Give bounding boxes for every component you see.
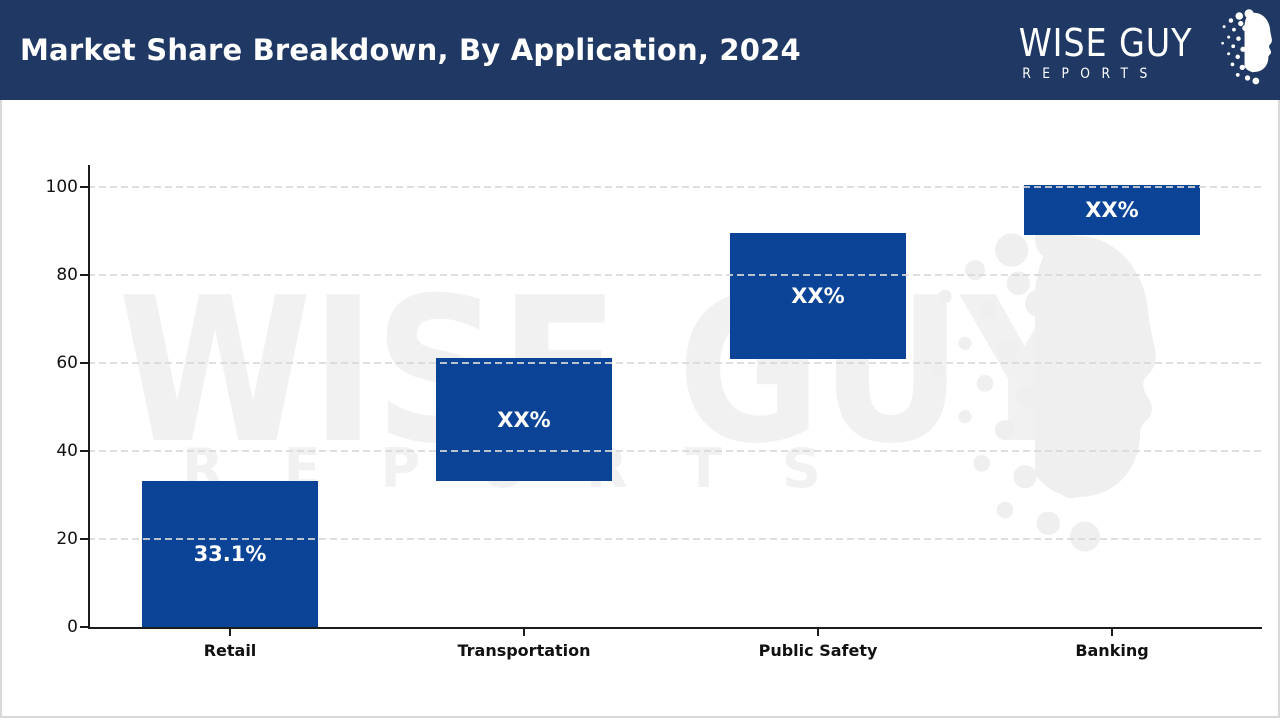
- x-tick-label-retail: Retail: [203, 641, 257, 660]
- x-tick-mark: [1111, 629, 1113, 636]
- bar-banking: [1024, 184, 1200, 235]
- y-tick-label: 0: [67, 617, 78, 637]
- gridline-20: [88, 538, 1262, 540]
- y-tick-label: 40: [56, 441, 78, 461]
- y-tick-mark: [80, 626, 88, 628]
- gridline-80: [88, 274, 1262, 276]
- frame-bottom: [0, 716, 1280, 718]
- y-tick-mark: [80, 362, 88, 364]
- y-tick-label: 60: [56, 353, 78, 373]
- y-tick-mark: [80, 538, 88, 540]
- bar-value-label: 33.1%: [193, 542, 267, 567]
- bar-public-safety: [730, 233, 906, 359]
- frame-right: [1278, 100, 1280, 717]
- wiseguy-logo: WISE GUY REPORTS: [1018, 0, 1280, 100]
- x-tick-mark: [523, 629, 525, 636]
- y-tick-mark: [80, 274, 88, 276]
- y-tick-mark: [80, 186, 88, 188]
- frame-left: [0, 100, 2, 717]
- x-tick-mark: [817, 629, 819, 636]
- y-tick-mark: [80, 450, 88, 452]
- waterfall-chart: 33.1% XX% XX% XX% 0 20 40 60 80 100 Retail Transpor…: [0, 100, 1280, 720]
- y-tick-label: 100: [45, 177, 78, 197]
- watermark-face-icon: [932, 220, 1156, 552]
- gridline-40: [88, 450, 1262, 452]
- bar-value-label: XX%: [1085, 197, 1139, 222]
- y-tick-label: 80: [56, 265, 78, 285]
- x-tick-label-banking: Banking: [1075, 641, 1149, 660]
- wiseguy-logo-tagline: REPORTS: [1021, 66, 1159, 82]
- x-tick-mark: [229, 629, 231, 636]
- bar-retail: [142, 481, 318, 627]
- y-tick-label: 20: [56, 529, 78, 549]
- wiseguy-logo-text: WISE GUY REPORTS: [1018, 24, 1192, 81]
- x-axis-spine: [88, 627, 1262, 629]
- wiseguy-face-icon: [1221, 9, 1272, 85]
- header-bar: Market Share Breakdown, By Application, …: [0, 0, 1280, 100]
- wiseguy-logo-name: WISE GUY: [1018, 21, 1192, 65]
- x-tick-label-transportation: Transportation: [457, 641, 591, 660]
- gridline-100: [88, 186, 1262, 188]
- bar-value-label: XX%: [497, 407, 551, 432]
- x-tick-label-public-safety: Public Safety: [758, 641, 878, 660]
- bar-transportation: [436, 357, 612, 482]
- gridline-60: [88, 362, 1262, 364]
- bar-value-label: XX%: [791, 283, 845, 308]
- page-title: Market Share Breakdown, By Application, …: [20, 33, 801, 67]
- y-axis-spine: [88, 165, 90, 629]
